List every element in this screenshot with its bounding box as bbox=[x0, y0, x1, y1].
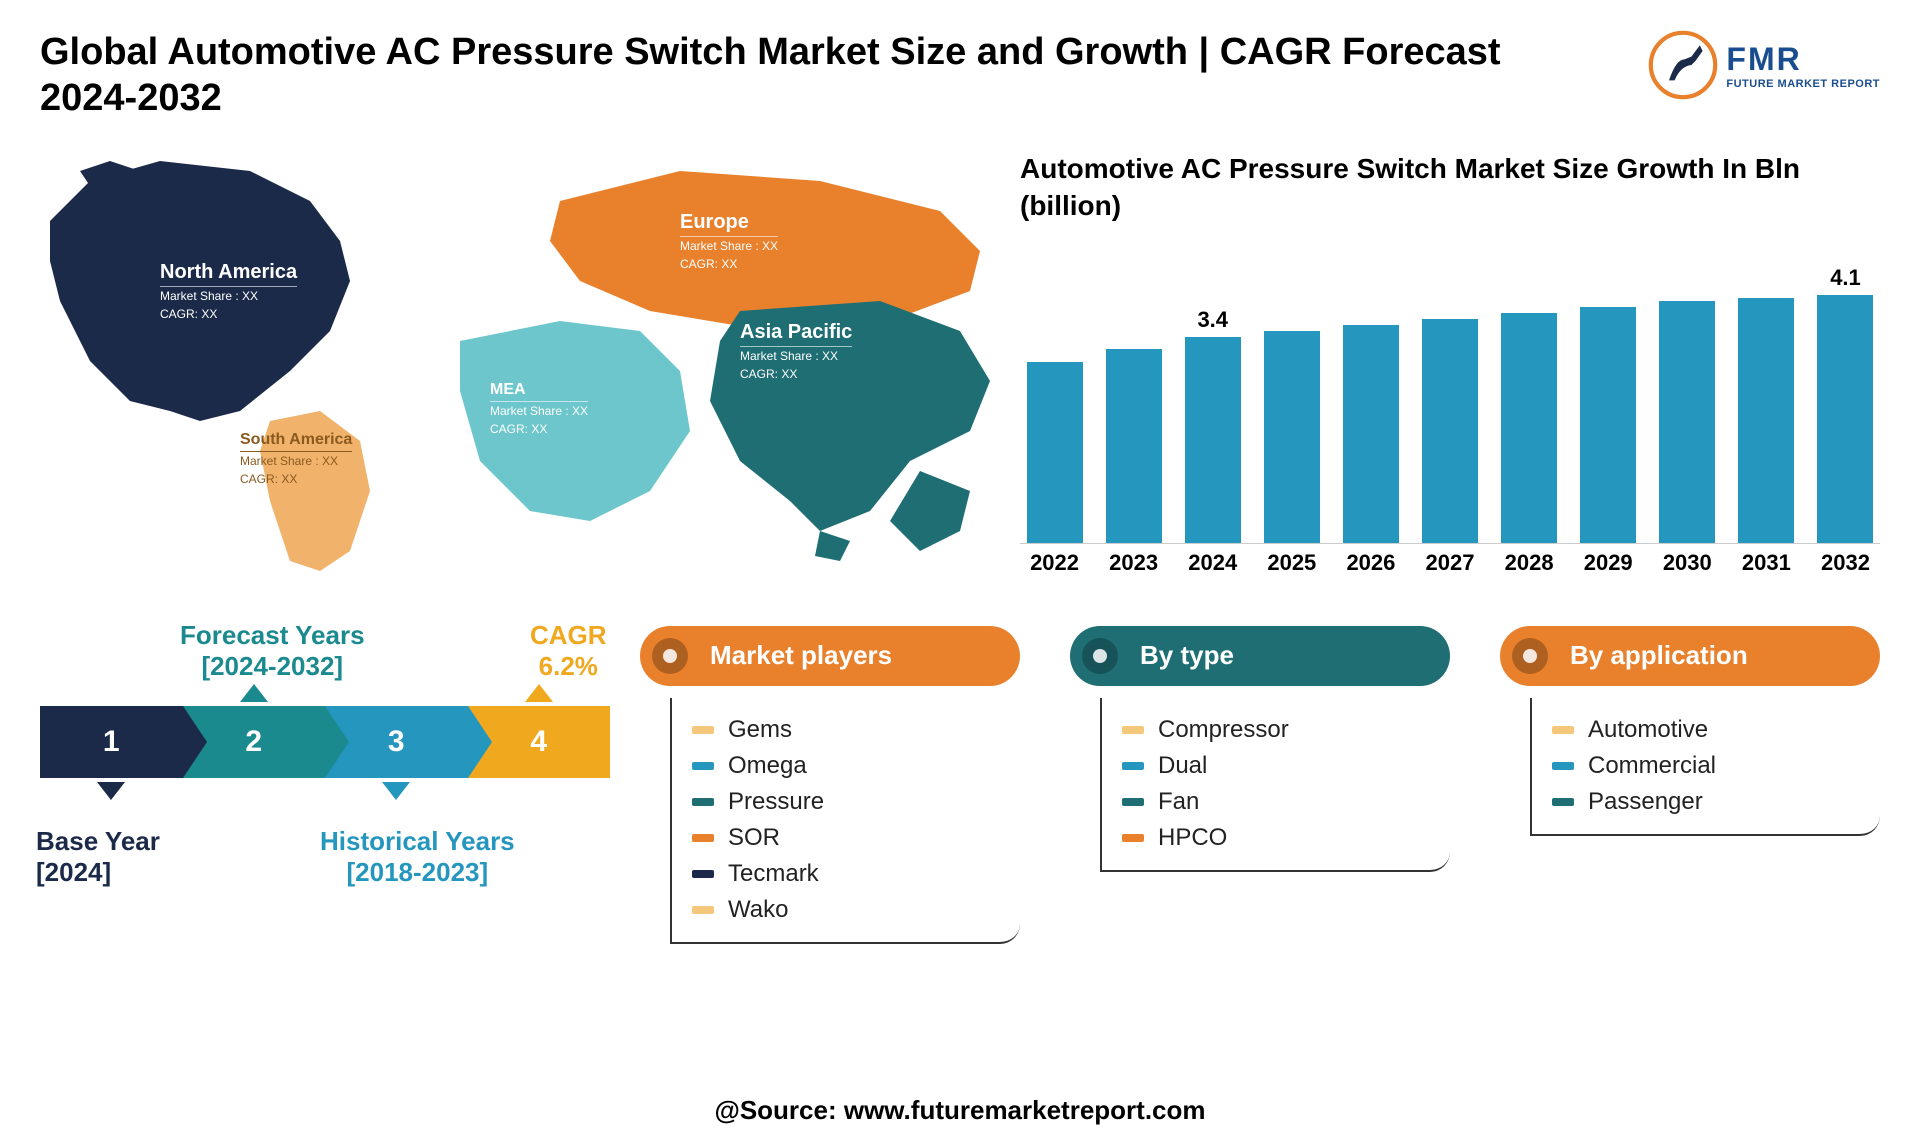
timeline-seg-1: 1 bbox=[40, 706, 183, 778]
segment-box-0: Market players Gems Omega Pressure SOR Tecmar… bbox=[640, 626, 1020, 944]
bar-2022 bbox=[1020, 332, 1089, 543]
label-north-america: North America Market Share : XX CAGR: XX bbox=[160, 261, 297, 321]
bar-2023 bbox=[1099, 319, 1168, 542]
bullet-icon bbox=[1512, 638, 1548, 674]
logo-icon bbox=[1648, 30, 1718, 100]
segment-body: Gems Omega Pressure SOR Tecmark Wako bbox=[670, 698, 1020, 944]
marker-icon bbox=[1552, 798, 1574, 806]
segment-item-label: Compressor bbox=[1158, 716, 1289, 744]
segment-item: Gems bbox=[692, 712, 1010, 748]
segment-item: Dual bbox=[1122, 748, 1440, 784]
bar-label-2026: 2026 bbox=[1336, 550, 1405, 576]
bar-2026 bbox=[1336, 295, 1405, 543]
bullet-icon bbox=[652, 638, 688, 674]
bar-label-2025: 2025 bbox=[1257, 550, 1326, 576]
bar-2030 bbox=[1653, 271, 1722, 543]
logo: FMR FUTURE MARKET REPORT bbox=[1648, 30, 1880, 100]
segment-item-label: Pressure bbox=[728, 788, 824, 816]
label-mea: MEA Market Share : XX CAGR: XX bbox=[490, 381, 588, 436]
bar-label-2030: 2030 bbox=[1653, 550, 1722, 576]
segment-item: Fan bbox=[1122, 784, 1440, 820]
logo-sub-text: FUTURE MARKET REPORT bbox=[1726, 78, 1880, 90]
segment-head: By type bbox=[1070, 626, 1450, 686]
segment-item-label: Fan bbox=[1158, 788, 1199, 816]
segment-box-2: By application Automotive Commercial Passen… bbox=[1500, 626, 1880, 944]
label-south-america: South America Market Share : XX CAGR: XX bbox=[240, 431, 352, 486]
segment-head: By application bbox=[1500, 626, 1880, 686]
segment-item-label: Passenger bbox=[1588, 788, 1703, 816]
segment-body: Compressor Dual Fan HPCO bbox=[1100, 698, 1450, 872]
bar-2027 bbox=[1415, 289, 1484, 543]
bars-container: 3.4 4.1 bbox=[1020, 234, 1880, 544]
source-text: @Source: www.futuremarketreport.com bbox=[714, 1095, 1205, 1126]
chart-title: Automotive AC Pressure Switch Market Siz… bbox=[1020, 151, 1880, 224]
bar-label-2029: 2029 bbox=[1574, 550, 1643, 576]
bar-2028 bbox=[1495, 283, 1564, 543]
segment-item: SOR bbox=[692, 820, 1010, 856]
page-title: Global Automotive AC Pressure Switch Mar… bbox=[40, 30, 1540, 121]
segments: Market players Gems Omega Pressure SOR Tecmar… bbox=[640, 626, 1880, 944]
marker-icon bbox=[692, 726, 714, 734]
marker-icon bbox=[692, 870, 714, 878]
hist-label: Historical Years [2018-2023] bbox=[320, 826, 515, 888]
segment-item-label: Omega bbox=[728, 752, 807, 780]
segment-item: Omega bbox=[692, 748, 1010, 784]
segment-item: Passenger bbox=[1552, 784, 1870, 820]
bar-2031 bbox=[1732, 268, 1801, 543]
bar-label-2022: 2022 bbox=[1020, 550, 1089, 576]
marker-icon bbox=[1122, 762, 1144, 770]
segment-body: Automotive Commercial Passenger bbox=[1530, 698, 1880, 836]
bar-label-2024: 2024 bbox=[1178, 550, 1247, 576]
segment-item: Pressure bbox=[692, 784, 1010, 820]
bar-2025 bbox=[1257, 301, 1326, 543]
segment-item-label: Gems bbox=[728, 716, 792, 744]
segment-item-label: Tecmark bbox=[728, 860, 819, 888]
timeline-bar: 1234 bbox=[40, 706, 610, 778]
marker-icon bbox=[692, 798, 714, 806]
marker-icon bbox=[1122, 726, 1144, 734]
label-asia-pacific: Asia Pacific Market Share : XX CAGR: XX bbox=[740, 321, 852, 381]
world-map: North America Market Share : XX CAGR: XX… bbox=[40, 151, 990, 571]
marker-icon bbox=[1552, 726, 1574, 734]
logo-main-text: FMR bbox=[1726, 41, 1880, 78]
bar-label-2031: 2031 bbox=[1732, 550, 1801, 576]
segment-item-label: HPCO bbox=[1158, 824, 1227, 852]
marker-icon bbox=[1122, 834, 1144, 842]
segment-item: Automotive bbox=[1552, 712, 1870, 748]
segment-item-label: Dual bbox=[1158, 752, 1207, 780]
label-europe: Europe Market Share : XX CAGR: XX bbox=[680, 211, 778, 271]
bar-label-2027: 2027 bbox=[1415, 550, 1484, 576]
marker-icon bbox=[692, 906, 714, 914]
marker-icon bbox=[692, 762, 714, 770]
bar-label-2023: 2023 bbox=[1099, 550, 1168, 576]
base-label: Base Year [2024] bbox=[36, 826, 160, 888]
bar-label-2032: 2032 bbox=[1811, 550, 1880, 576]
bar-chart: Automotive AC Pressure Switch Market Siz… bbox=[1020, 151, 1880, 576]
forecast-label: Forecast Years [2024-2032] bbox=[180, 620, 365, 682]
segment-item: Commercial bbox=[1552, 748, 1870, 784]
segment-item-label: Automotive bbox=[1588, 716, 1708, 744]
segment-box-1: By type Compressor Dual Fan HPCO bbox=[1070, 626, 1450, 944]
segment-head: Market players bbox=[640, 626, 1020, 686]
bar-2029 bbox=[1574, 277, 1643, 543]
bar-2024: 3.4 bbox=[1178, 307, 1247, 543]
segment-item: Wako bbox=[692, 892, 1010, 928]
segment-item: Compressor bbox=[1122, 712, 1440, 748]
bars-labels: 2022 2023 2024 2025 2026 2027 2028 2029 2030 2031… bbox=[1020, 550, 1880, 576]
marker-icon bbox=[1122, 798, 1144, 806]
header: Global Automotive AC Pressure Switch Mar… bbox=[40, 30, 1880, 121]
cagr-label: CAGR 6.2% bbox=[530, 620, 607, 682]
marker-icon bbox=[692, 834, 714, 842]
bar-label-2028: 2028 bbox=[1495, 550, 1564, 576]
marker-icon bbox=[1552, 762, 1574, 770]
timeline: Forecast Years [2024-2032] CAGR 6.2% 123… bbox=[40, 626, 610, 778]
bar-2032: 4.1 bbox=[1811, 265, 1880, 543]
segment-item: HPCO bbox=[1122, 820, 1440, 856]
segment-item-label: Commercial bbox=[1588, 752, 1716, 780]
segment-item-label: Wako bbox=[728, 896, 788, 924]
segment-item-label: SOR bbox=[728, 824, 780, 852]
bullet-icon bbox=[1082, 638, 1118, 674]
segment-item: Tecmark bbox=[692, 856, 1010, 892]
